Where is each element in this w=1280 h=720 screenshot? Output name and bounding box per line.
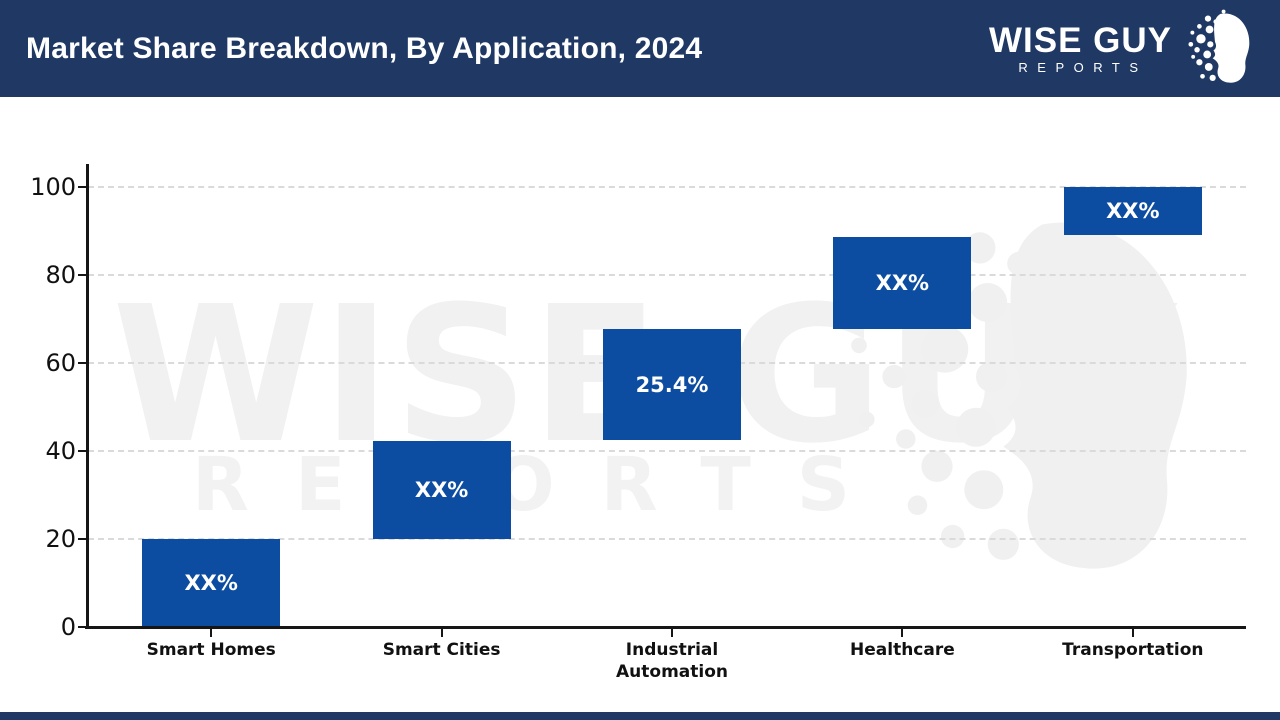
- category-label: Smart Homes: [146, 640, 276, 660]
- y-axis-tick-label: 100: [30, 173, 76, 201]
- y-axis-tick-label: 0: [60, 613, 76, 641]
- category-label: Transportation: [1062, 640, 1204, 660]
- y-axis-tick-label: 60: [45, 349, 76, 377]
- y-axis-tick-mark: [78, 362, 86, 364]
- page-title: Market Share Breakdown, By Application, …: [26, 31, 703, 65]
- bar-value-label: XX%: [414, 477, 469, 502]
- bar-segment: XX%: [833, 237, 972, 329]
- footer-bar: [0, 712, 1280, 720]
- bar-value-label: XX%: [875, 270, 930, 295]
- category-label: Smart Cities: [382, 640, 501, 660]
- bar-segment: XX%: [1063, 187, 1202, 235]
- y-axis-tick-mark: [78, 450, 86, 452]
- y-axis-tick-mark: [78, 538, 86, 540]
- wiseguy-logo: WISE GUY REPORTS: [989, 8, 1254, 90]
- y-axis-tick-mark: [78, 626, 86, 628]
- y-axis-tick-label: 40: [45, 437, 76, 465]
- gridline: [88, 538, 1246, 540]
- watermark-text-secondary: REPORTS: [192, 442, 897, 528]
- y-axis-tick-label: 80: [45, 261, 76, 289]
- gridline: [88, 450, 1246, 452]
- bar-value-label: 25.4%: [635, 372, 709, 397]
- gridline: [88, 274, 1246, 276]
- wiseguy-logo-text: WISE GUY REPORTS: [989, 23, 1172, 74]
- logo-brand-subtitle: REPORTS: [1018, 60, 1148, 75]
- header-bar: Market Share Breakdown, By Application, …: [0, 0, 1280, 97]
- y-axis-tick-mark: [78, 186, 86, 188]
- y-axis-tick-label: 20: [45, 525, 76, 553]
- wiseguy-face-icon: [1188, 9, 1250, 83]
- bar-value-label: XX%: [1106, 198, 1160, 223]
- x-axis-tick-mark: [671, 629, 673, 637]
- bar-segment: 25.4%: [603, 328, 741, 441]
- bar-value-label: XX%: [184, 571, 238, 595]
- watermark-face-icon: [851, 222, 1187, 569]
- bar-segment: XX%: [372, 440, 511, 539]
- category-label: Industrial Automation: [616, 640, 728, 683]
- y-axis-line: [86, 164, 89, 628]
- logo-brand-name: WISE GUY: [988, 21, 1172, 60]
- x-axis-tick-mark: [1131, 629, 1134, 637]
- y-axis-tick-mark: [78, 274, 86, 276]
- gridline: [88, 186, 1246, 188]
- x-axis-tick-mark: [440, 629, 443, 637]
- x-axis-line: [85, 626, 1246, 629]
- x-axis-tick-mark: [210, 629, 213, 637]
- bar-segment: XX%: [142, 539, 281, 627]
- x-axis-tick-mark: [901, 629, 904, 637]
- category-label: Healthcare: [850, 640, 955, 660]
